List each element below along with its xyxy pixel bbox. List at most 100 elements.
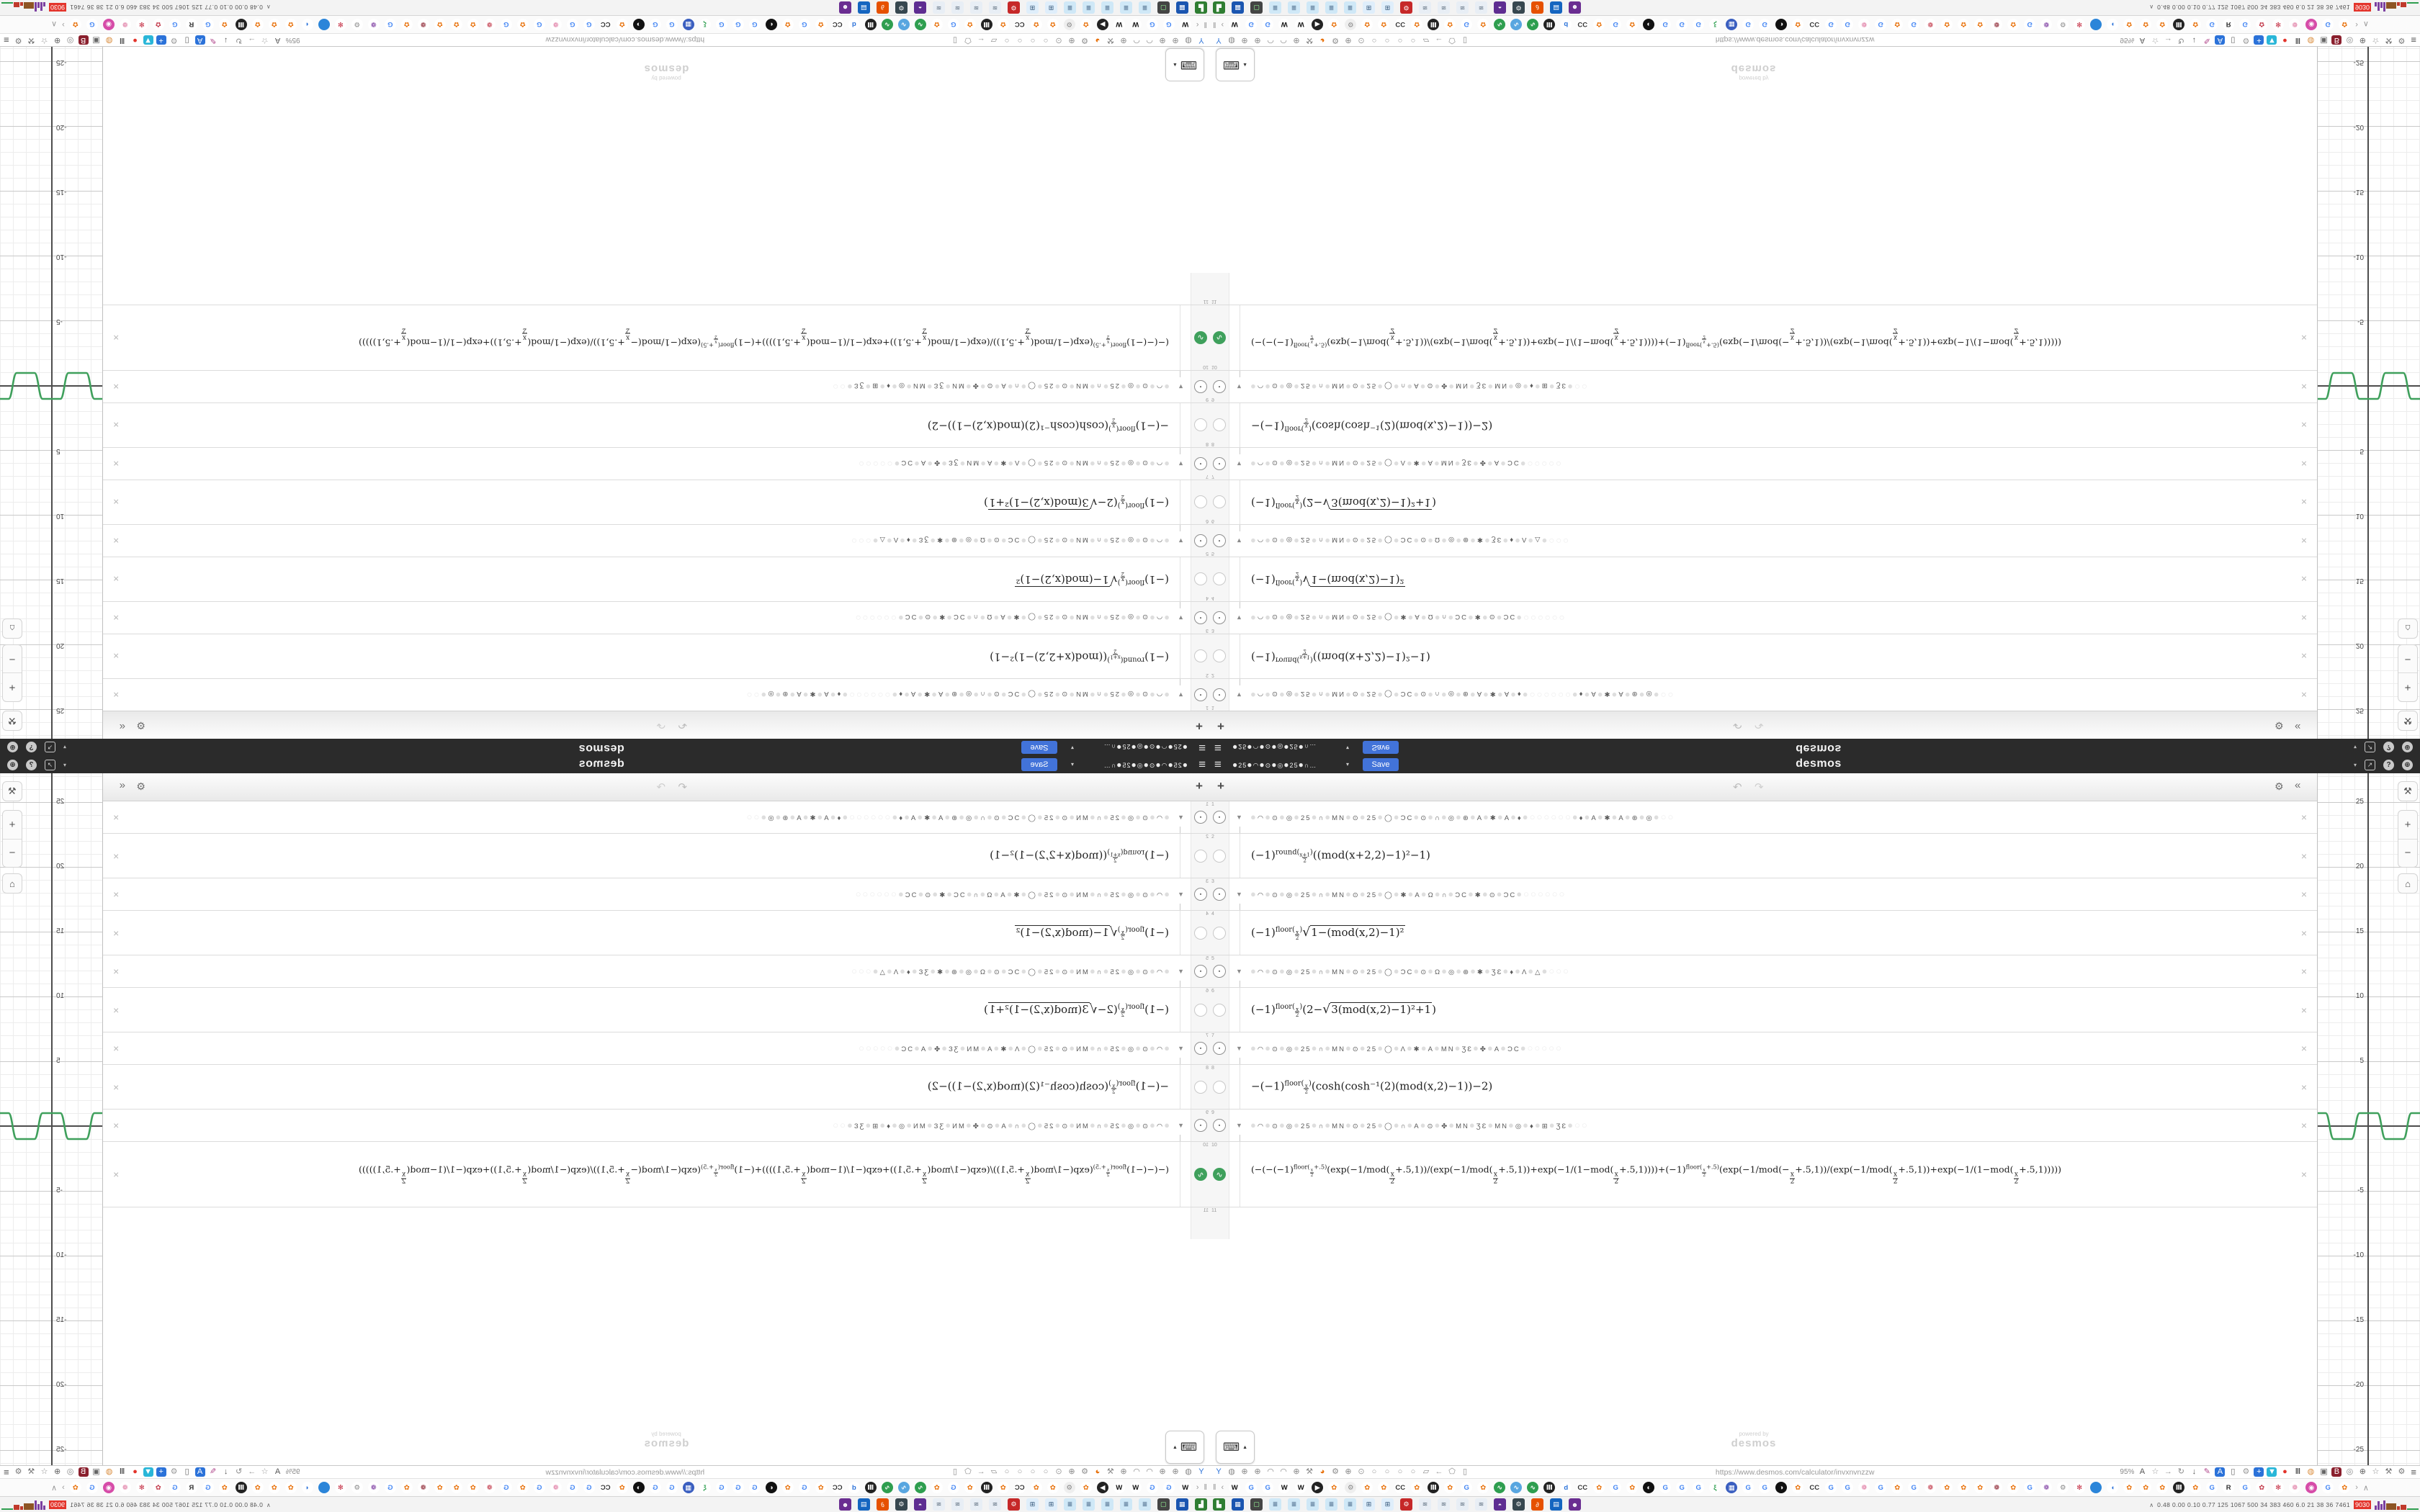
bookmark-favicon[interactable]: ∿ bbox=[1527, 1482, 1539, 1493]
bookmark-favicon[interactable]: G bbox=[2206, 19, 2218, 30]
taskbar-app-icon[interactable]: ⊞ bbox=[1026, 1498, 1039, 1511]
browser-toolbar-icon[interactable]: ⚙ bbox=[1081, 36, 1088, 45]
expression-row-folder[interactable]: 7 ▪ × ▼ ●◠●⊙●◎●25●∩●ΜΝ●⊙●25●◯●Λ●✱●Α●ΜΝ●ƷƐ●✤●… bbox=[103, 447, 1210, 480]
bookmark-favicon[interactable]: G bbox=[1842, 1482, 1854, 1493]
folder-expand-caret[interactable]: ▼ bbox=[1178, 614, 1184, 621]
bookmark-favicon[interactable]: G bbox=[732, 1482, 744, 1493]
delete-row-icon[interactable]: × bbox=[2300, 612, 2307, 624]
bookmark-favicon[interactable]: ◖ bbox=[301, 1482, 313, 1493]
taskbar-app-icon[interactable]: ≣ bbox=[1288, 1498, 1300, 1511]
bookmark-favicon[interactable]: W bbox=[1129, 1482, 1142, 1493]
browser-extension-icon[interactable]: ◍ bbox=[105, 1467, 113, 1476]
bookmark-favicon[interactable]: ∿ bbox=[1494, 19, 1506, 30]
taskbar-app-icon[interactable]: ⚙ bbox=[1400, 1, 1412, 14]
delete-row-icon[interactable]: × bbox=[113, 811, 120, 823]
bookmark-favicon[interactable]: CC bbox=[1577, 1482, 1589, 1493]
bookmark-favicon[interactable]: ✿ bbox=[931, 1482, 943, 1493]
expression-formula[interactable]: (−1)floor(x 2)(2−√3(mod(x,2)−1)²+1) bbox=[1251, 1002, 1436, 1019]
bookmark-favicon[interactable]: G bbox=[1875, 1482, 1887, 1493]
bookmark-favicon[interactable]: W bbox=[1113, 19, 1125, 30]
save-button[interactable]: Save bbox=[1363, 758, 1399, 771]
bookmark-favicon[interactable]: ❁ bbox=[417, 19, 429, 30]
account-icon[interactable]: ⊕ bbox=[2402, 759, 2413, 770]
browser-toolbar-icon[interactable]: ⬠ bbox=[964, 1467, 972, 1476]
expression-row-folder[interactable]: 1 ▪ × ▼ ●◠●⊙●◎●25●∩●ΜΝ●⊙●25●◯●ƆC●⊙●∩●◎●⊛●Α●✱… bbox=[1210, 678, 2317, 711]
bookmark-favicon[interactable]: ✿ bbox=[467, 1482, 479, 1493]
bookmark-favicon[interactable]: ✻ bbox=[334, 1482, 346, 1493]
bookmark-favicon[interactable]: G bbox=[1262, 19, 1274, 30]
folder-expand-caret[interactable]: ▼ bbox=[1178, 814, 1184, 821]
browser-toolbar-icon[interactable]: ◍ bbox=[1228, 1467, 1235, 1476]
expression-formula[interactable]: (−1)round(x+1 2)((mod(x+2,2)−1)²−1) bbox=[1251, 648, 1430, 665]
bookmark-favicon[interactable]: ⚙ bbox=[2057, 19, 2069, 30]
bookmark-favicon[interactable]: ✿ bbox=[1593, 1482, 1605, 1493]
bookmark-favicon[interactable]: ∿ bbox=[914, 1482, 926, 1493]
bookmark-favicon[interactable]: ∿ bbox=[1510, 1482, 1523, 1493]
title-caret-icon[interactable]: ▾ bbox=[1346, 744, 1350, 751]
bookmark-favicon[interactable]: ✻ bbox=[2272, 19, 2285, 30]
folder-icon[interactable]: ▪ bbox=[1194, 457, 1207, 470]
expression-row[interactable]: 11 bbox=[103, 273, 1210, 305]
taskbar-app-icon[interactable]: ≋ bbox=[1456, 1, 1469, 14]
bookmark-favicon[interactable]: G bbox=[947, 1482, 959, 1493]
folder-icon[interactable]: ▪ bbox=[1194, 1042, 1207, 1055]
folder-expand-caret[interactable]: ▼ bbox=[1178, 383, 1184, 390]
browser-extension-icon[interactable]: ⚒ bbox=[27, 1467, 35, 1476]
help-icon[interactable]: ? bbox=[26, 742, 37, 753]
delete-row-icon[interactable]: × bbox=[113, 966, 120, 977]
browser-toolbar-icon[interactable]: ⊙ bbox=[1358, 1467, 1365, 1476]
hidden-expression-icon[interactable] bbox=[1213, 1080, 1226, 1094]
bookmark-favicon[interactable]: CC bbox=[1809, 19, 1821, 30]
expression-row[interactable]: 8 × −(−1)floor(x 2)(cosh(cosh⁻¹(2)(mod(x,2)… bbox=[103, 402, 1210, 447]
bookmark-favicon[interactable]: ▦ bbox=[1726, 1482, 1738, 1493]
delete-row-icon[interactable]: × bbox=[113, 332, 120, 343]
page-zoom-level[interactable]: 95% bbox=[285, 1468, 300, 1476]
show-keypad-button[interactable]: ⌨ ▲ bbox=[1216, 1431, 1255, 1464]
plotted-expression-icon[interactable]: ∿ bbox=[1194, 331, 1207, 344]
taskbar-app-icon[interactable]: ≋ bbox=[989, 1498, 1001, 1511]
bookmark-favicon[interactable]: ✻ bbox=[334, 19, 346, 30]
bookmark-favicon[interactable]: ✿ bbox=[997, 1482, 1009, 1493]
browser-extension-icon[interactable]: A bbox=[2139, 1467, 2146, 1476]
expression-formula[interactable]: −(−1)floor(x 2)(cosh(cosh⁻¹(2)(mod(x,2)−1… bbox=[927, 1079, 1169, 1095]
add-expression-button[interactable]: + bbox=[1217, 719, 1224, 733]
taskbar-app-icon[interactable]: ▦ bbox=[1176, 1, 1188, 14]
bookmark-favicon[interactable]: ✿ bbox=[400, 19, 413, 30]
bookmark-favicon[interactable]: Ⅲ bbox=[235, 19, 247, 30]
browser-toolbar-icon[interactable]: ▯ bbox=[952, 36, 958, 45]
bookmark-favicon[interactable]: ∿ bbox=[897, 1482, 910, 1493]
browser-extension-icon[interactable]: ▣ bbox=[2320, 36, 2328, 45]
expression-formula[interactable]: (−1)round(x+1 2)((mod(x+2,2)−1)²−1) bbox=[1251, 847, 1430, 864]
browser-extension-icon[interactable]: ◍ bbox=[2307, 1467, 2315, 1476]
bookmark-favicon[interactable]: ✿ bbox=[268, 19, 280, 30]
bookmark-favicon[interactable]: d bbox=[848, 19, 860, 30]
default-viewport-home-button[interactable]: ⌂ bbox=[2, 618, 22, 639]
browser-toolbar-icon[interactable]: ◠ bbox=[1133, 36, 1140, 45]
expression-row[interactable]: 4 × (−1)floor(x 2)√1−(mod(x,2)−1)² bbox=[1210, 911, 2317, 955]
taskbar-app-icon[interactable]: ≣ bbox=[1139, 1, 1151, 14]
expression-formula[interactable]: (−1)round(x+1 2)((mod(x+2,2)−1)²−1) bbox=[990, 648, 1169, 665]
browser-toolbar-icon[interactable]: ○ bbox=[1004, 1467, 1010, 1476]
bookmark-favicon[interactable]: G bbox=[583, 19, 595, 30]
browser-extension-icon[interactable]: ⊕ bbox=[53, 1467, 61, 1476]
browser-toolbar-icon[interactable]: ← bbox=[977, 1467, 985, 1476]
share-icon[interactable]: ↗ bbox=[45, 759, 55, 770]
taskbar-app-icon[interactable]: ∂ bbox=[877, 1, 889, 14]
expression-row[interactable]: 4 × (−1)floor(x 2)√1−(mod(x,2)−1)² bbox=[103, 557, 1210, 601]
expression-row-folder[interactable]: 1 ▪ × ▼ ●◠●⊙●◎●25●∩●ΜΝ●⊙●25●◯●ƆC●⊙●∩●◎●⊛●Α●✱… bbox=[103, 678, 1210, 711]
taskbar-app-icon[interactable]: ≋ bbox=[1419, 1498, 1431, 1511]
zoom-out-button[interactable]: − bbox=[2404, 847, 2411, 860]
bookmark-favicon[interactable]: ✿ bbox=[1444, 19, 1456, 30]
bookmark-favicon[interactable]: G bbox=[1676, 1482, 1688, 1493]
bookmark-favicon[interactable]: ▶ bbox=[1312, 1482, 1324, 1493]
bookmark-favicon[interactable]: G bbox=[947, 19, 959, 30]
expression-row[interactable]: 2 × (−1)round(x+1 2)((mod(x+2,2)−1)²−1) bbox=[103, 634, 1210, 678]
help-icon[interactable]: ? bbox=[26, 759, 37, 770]
bookmark-favicon[interactable]: G bbox=[1908, 19, 1920, 30]
taskbar-app-icon[interactable]: ⚙ bbox=[895, 1, 908, 14]
edit-list-gear-icon[interactable]: ⚙ bbox=[136, 780, 145, 792]
expression-formula[interactable]: (−1)round(x+1 2)((mod(x+2,2)−1)²−1) bbox=[990, 847, 1169, 864]
bookmark-favicon[interactable]: ⚙ bbox=[1345, 1482, 1357, 1493]
expression-formula[interactable]: (−1)floor(x 2)(2−√3(mod(x,2)−1)²+1) bbox=[984, 1002, 1169, 1019]
bookmark-favicon[interactable]: ❁ bbox=[367, 19, 380, 30]
